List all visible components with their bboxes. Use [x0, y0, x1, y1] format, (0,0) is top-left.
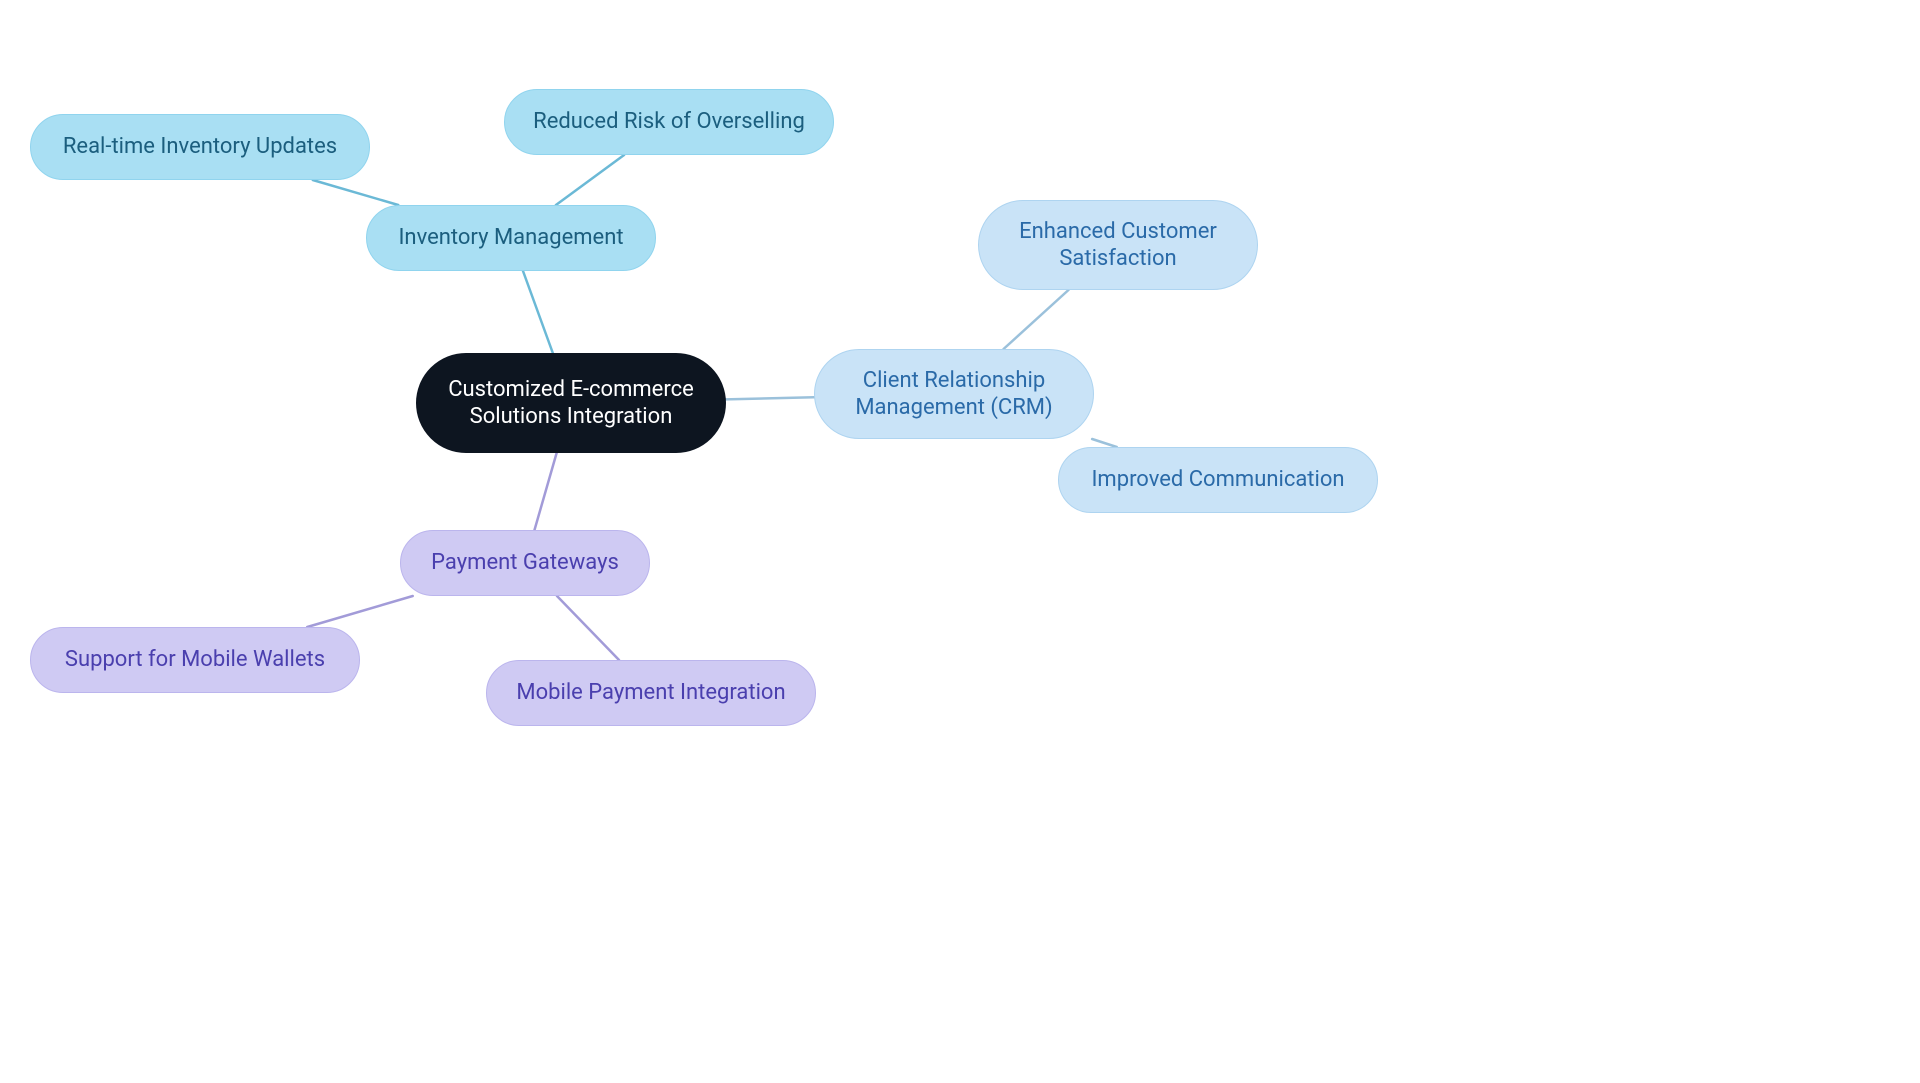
edge-gateways-wallets	[307, 596, 412, 627]
node-communication: Improved Communication	[1058, 447, 1378, 513]
node-label: Support for Mobile Wallets	[65, 646, 325, 674]
node-gateways: Payment Gateways	[400, 530, 650, 596]
edge-center-gateways	[534, 453, 556, 530]
node-label: Mobile Payment Integration	[516, 679, 785, 707]
edge-center-inventory	[523, 271, 553, 353]
edge-inventory-overselling	[556, 155, 624, 205]
node-label: Client RelationshipManagement (CRM)	[855, 367, 1052, 422]
node-inventory: Inventory Management	[366, 205, 656, 271]
node-label: Enhanced CustomerSatisfaction	[1019, 218, 1217, 273]
node-label: Payment Gateways	[431, 549, 619, 577]
node-label: Customized E-commerceSolutions Integrati…	[448, 376, 694, 431]
node-label: Reduced Risk of Overselling	[533, 108, 805, 136]
node-wallets: Support for Mobile Wallets	[30, 627, 360, 693]
node-label: Improved Communication	[1091, 466, 1344, 494]
node-satisfaction: Enhanced CustomerSatisfaction	[978, 200, 1258, 290]
node-label: Inventory Management	[398, 224, 623, 252]
node-center: Customized E-commerceSolutions Integrati…	[416, 353, 726, 453]
edge-crm-satisfaction	[1004, 290, 1069, 349]
edge-gateways-mobilepay	[557, 596, 619, 660]
edge-center-crm	[726, 397, 814, 399]
node-overselling: Reduced Risk of Overselling	[504, 89, 834, 155]
edge-crm-communication	[1092, 439, 1117, 447]
node-realtime: Real-time Inventory Updates	[30, 114, 370, 180]
node-crm: Client RelationshipManagement (CRM)	[814, 349, 1094, 439]
node-mobilepay: Mobile Payment Integration	[486, 660, 816, 726]
edge-inventory-realtime	[313, 180, 398, 205]
node-label: Real-time Inventory Updates	[63, 133, 337, 161]
